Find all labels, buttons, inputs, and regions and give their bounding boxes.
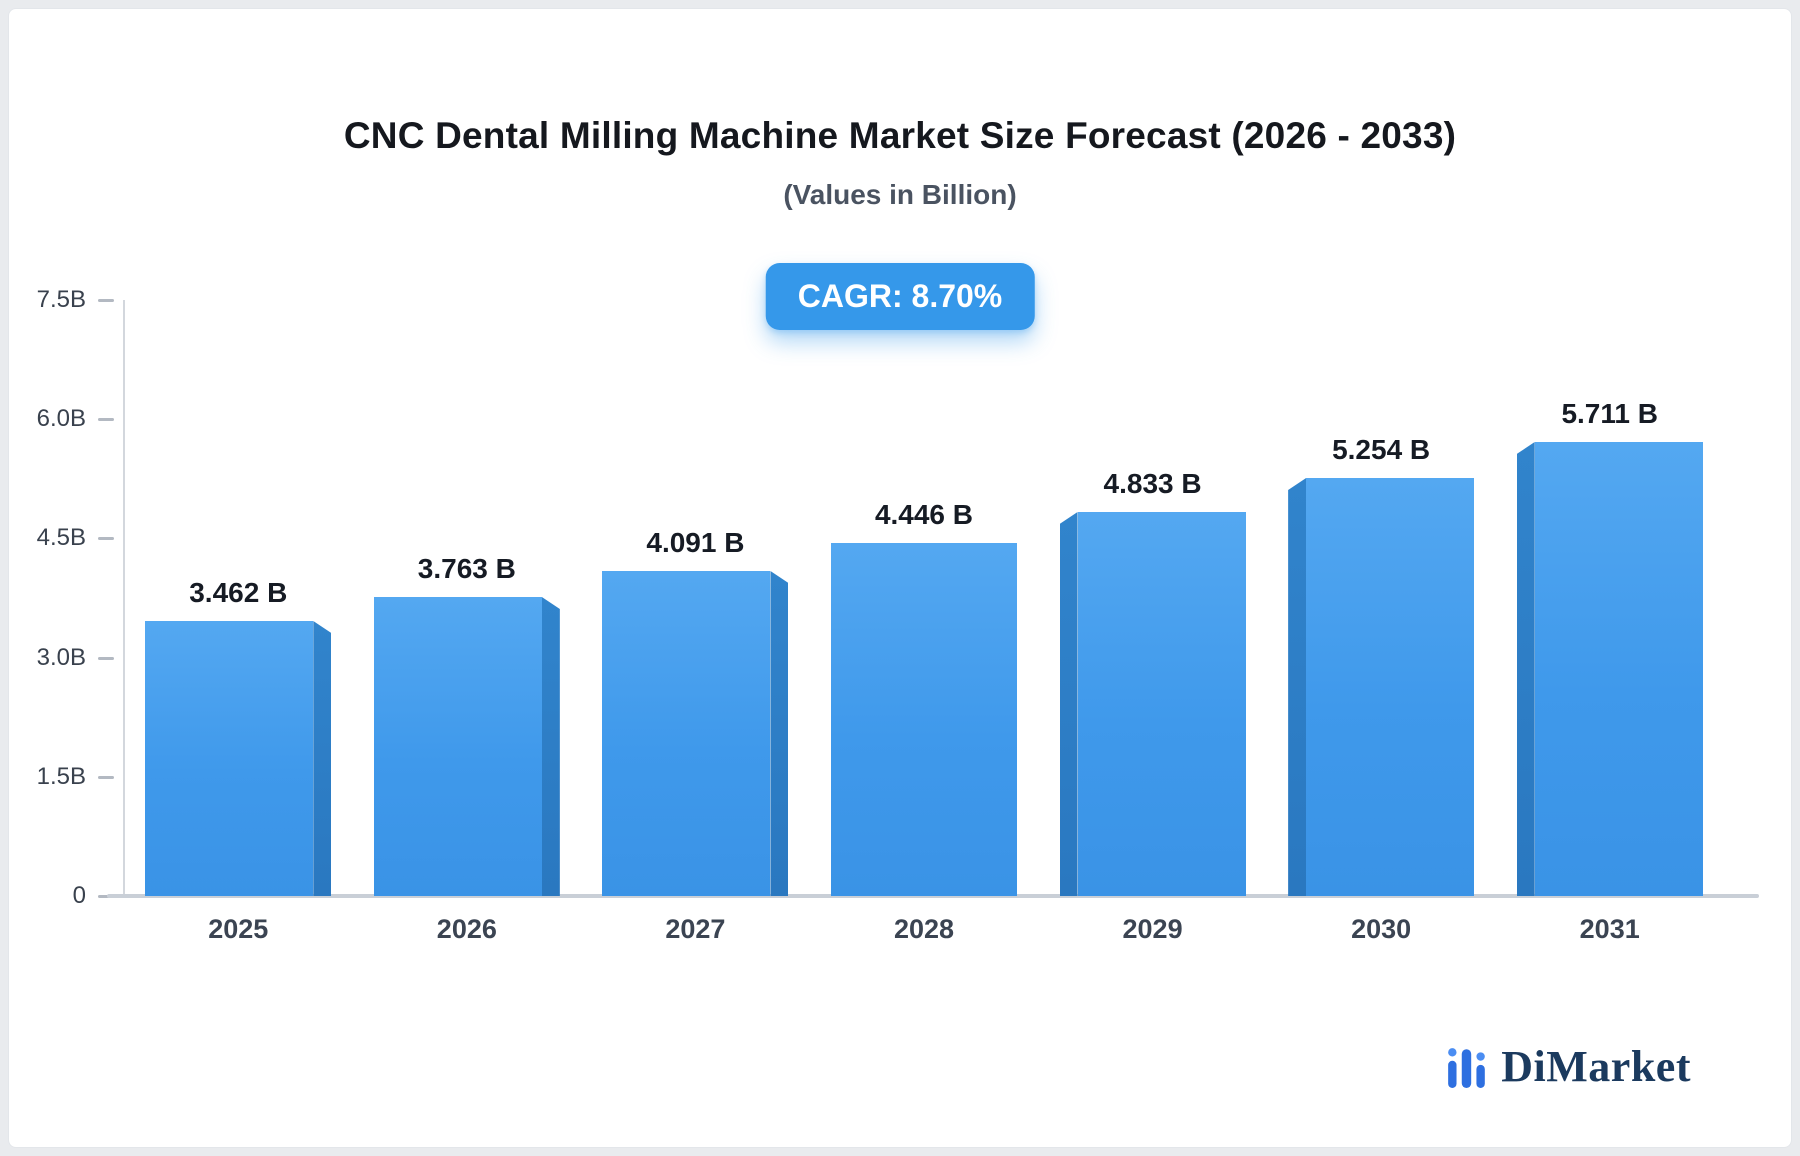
bar-face — [145, 621, 314, 896]
bar-face — [373, 597, 542, 896]
chart-subtitle: (Values in Billion) — [783, 179, 1017, 210]
y-tick-mark — [98, 537, 114, 541]
x-axis-baseline — [107, 894, 1759, 898]
y-tick-label: 4.5B — [36, 524, 86, 552]
x-tick-label: 2029 — [1122, 914, 1183, 944]
bar-face — [602, 571, 771, 896]
bar-value-label: 4.833 B — [1103, 468, 1202, 499]
bar-side-shade — [770, 571, 789, 896]
bar-side-shade — [313, 621, 332, 896]
bar-chart-logo-icon — [1446, 1045, 1488, 1089]
x-axis-labels: 2025 2026 2027 2028 2029 2030 2031 — [124, 914, 1724, 954]
logo-text: DiMarket — [1501, 1042, 1691, 1091]
y-axis-line — [123, 300, 125, 896]
y-tick-label: 0 — [72, 882, 86, 909]
cagr-badge: CAGR: 8.70% — [765, 263, 1035, 330]
bar-value-label: 3.462 B — [189, 577, 288, 608]
bar-side-shade — [1516, 442, 1535, 896]
x-tick-label: 2030 — [1351, 914, 1412, 944]
bar-face — [1534, 442, 1703, 896]
bar-slot: 3.462 B — [124, 300, 353, 896]
bar-slot: 3.763 B — [353, 300, 582, 896]
x-tick-label: 2031 — [1579, 914, 1640, 944]
bar-face — [1077, 512, 1246, 896]
y-tick-label: 1.5B — [36, 762, 86, 790]
x-tick-label: 2025 — [208, 914, 269, 944]
bar-2029 — [1059, 512, 1246, 896]
bar-side-shade — [1288, 478, 1307, 896]
plot-area: 3.462 B 3.763 B 4.091 B 4.446 B 4.833 B 5.254… — [124, 300, 1724, 896]
bar-face — [830, 543, 1017, 896]
bar-value-label: 4.091 B — [646, 527, 745, 558]
bar-2028 — [830, 543, 1017, 896]
y-tick-mark — [98, 775, 114, 779]
dimarket-logo: DiMarket — [1446, 1041, 1691, 1092]
bar-value-label: 4.446 B — [874, 499, 974, 530]
bar-value-label: 5.711 B — [1561, 398, 1658, 429]
bar-slot: 5.711 B — [1495, 300, 1724, 896]
bar-slot: 4.833 B — [1038, 300, 1267, 896]
bar-2030 — [1288, 478, 1475, 896]
y-tick-label: 7.5B — [36, 286, 86, 313]
bar-slot: 5.254 B — [1267, 300, 1496, 896]
y-axis: 7.5B 6.0B 4.5B 3.0B 1.5B 0 — [9, 286, 124, 909]
x-tick-label: 2027 — [665, 914, 726, 944]
bar-2026 — [373, 597, 560, 896]
y-tick-label: 3.0B — [36, 643, 86, 671]
bar-value-label: 3.763 B — [417, 553, 516, 584]
bar-2031 — [1516, 442, 1703, 896]
bar-value-label: 5.254 B — [1332, 434, 1431, 465]
bar-slot: 4.091 B — [581, 300, 810, 896]
bar-side-shade — [541, 597, 560, 896]
y-tick-mark — [98, 299, 114, 302]
chart-card: CNC Dental Milling Machine Market Size F… — [8, 8, 1792, 1148]
bar-2027 — [602, 571, 789, 896]
bar-face — [1306, 478, 1475, 896]
bar-slot: 4.446 B — [810, 300, 1039, 896]
y-tick-mark — [98, 895, 114, 898]
bar-side-shade — [1059, 512, 1078, 896]
bar-2025 — [145, 621, 332, 896]
x-tick-label: 2028 — [893, 914, 955, 944]
x-tick-label: 2026 — [436, 914, 497, 944]
y-tick-mark — [98, 418, 114, 422]
chart-title: CNC Dental Milling Machine Market Size F… — [343, 115, 1457, 156]
y-tick-label: 6.0B — [36, 405, 86, 433]
y-tick-mark — [98, 656, 114, 660]
